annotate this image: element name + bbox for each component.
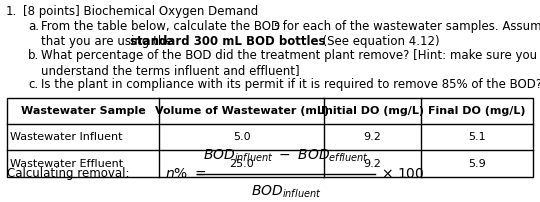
- Text: 9.2: 9.2: [363, 132, 382, 142]
- Text: Volume of Wastewater (mL): Volume of Wastewater (mL): [154, 106, 329, 116]
- Text: What percentage of the BOD did the treatment plant remove? [Hint: make sure you: What percentage of the BOD did the treat…: [41, 49, 537, 62]
- Text: Wastewater Influent: Wastewater Influent: [10, 132, 122, 142]
- Bar: [7, 98, 533, 177]
- Text: 5.1: 5.1: [468, 132, 486, 142]
- Text: [8 points] Biochemical Oxygen Demand: [8 points] Biochemical Oxygen Demand: [23, 5, 259, 18]
- Text: $\times\ 100$: $\times\ 100$: [381, 167, 424, 181]
- Text: . (See equation 4.12): . (See equation 4.12): [315, 35, 440, 48]
- Text: Final DO (mg/L): Final DO (mg/L): [428, 106, 526, 116]
- Text: c.: c.: [28, 78, 38, 91]
- Text: 5.9: 5.9: [468, 159, 486, 169]
- Text: a.: a.: [28, 20, 39, 33]
- Text: $\mathit{BOD}_{\mathit{influent}}$: $\mathit{BOD}_{\mathit{influent}}$: [251, 184, 321, 200]
- Text: Initial DO (mg/L): Initial DO (mg/L): [321, 106, 424, 116]
- Text: standard 300 mL BOD bottles: standard 300 mL BOD bottles: [130, 35, 326, 48]
- Text: for each of the wastewater samples. Assume: for each of the wastewater samples. Assu…: [279, 20, 540, 33]
- Text: $n\%\ =$: $n\%\ =$: [165, 167, 206, 181]
- Text: Calculating removal:: Calculating removal:: [7, 167, 130, 180]
- Text: understand the terms influent and effluent]: understand the terms influent and efflue…: [41, 64, 300, 77]
- Text: that you are using the: that you are using the: [41, 35, 177, 48]
- Text: 9.2: 9.2: [363, 159, 382, 169]
- Text: Wastewater Sample: Wastewater Sample: [21, 106, 146, 116]
- Text: 5: 5: [273, 23, 279, 32]
- Text: $\mathit{BOD}_{\mathit{influent}}\ -\ \mathit{BOD}_{\mathit{effluent}}$: $\mathit{BOD}_{\mathit{influent}}\ -\ \m…: [204, 147, 369, 164]
- Text: Wastewater Effluent: Wastewater Effluent: [10, 159, 123, 169]
- Text: 5.0: 5.0: [233, 132, 251, 142]
- Text: Is the plant in compliance with its permit if it is required to remove 85% of th: Is the plant in compliance with its perm…: [41, 78, 540, 91]
- Text: From the table below, calculate the BOD: From the table below, calculate the BOD: [41, 20, 280, 33]
- Text: b.: b.: [28, 49, 39, 62]
- Text: 25.0: 25.0: [230, 159, 254, 169]
- Text: 1.: 1.: [5, 5, 17, 18]
